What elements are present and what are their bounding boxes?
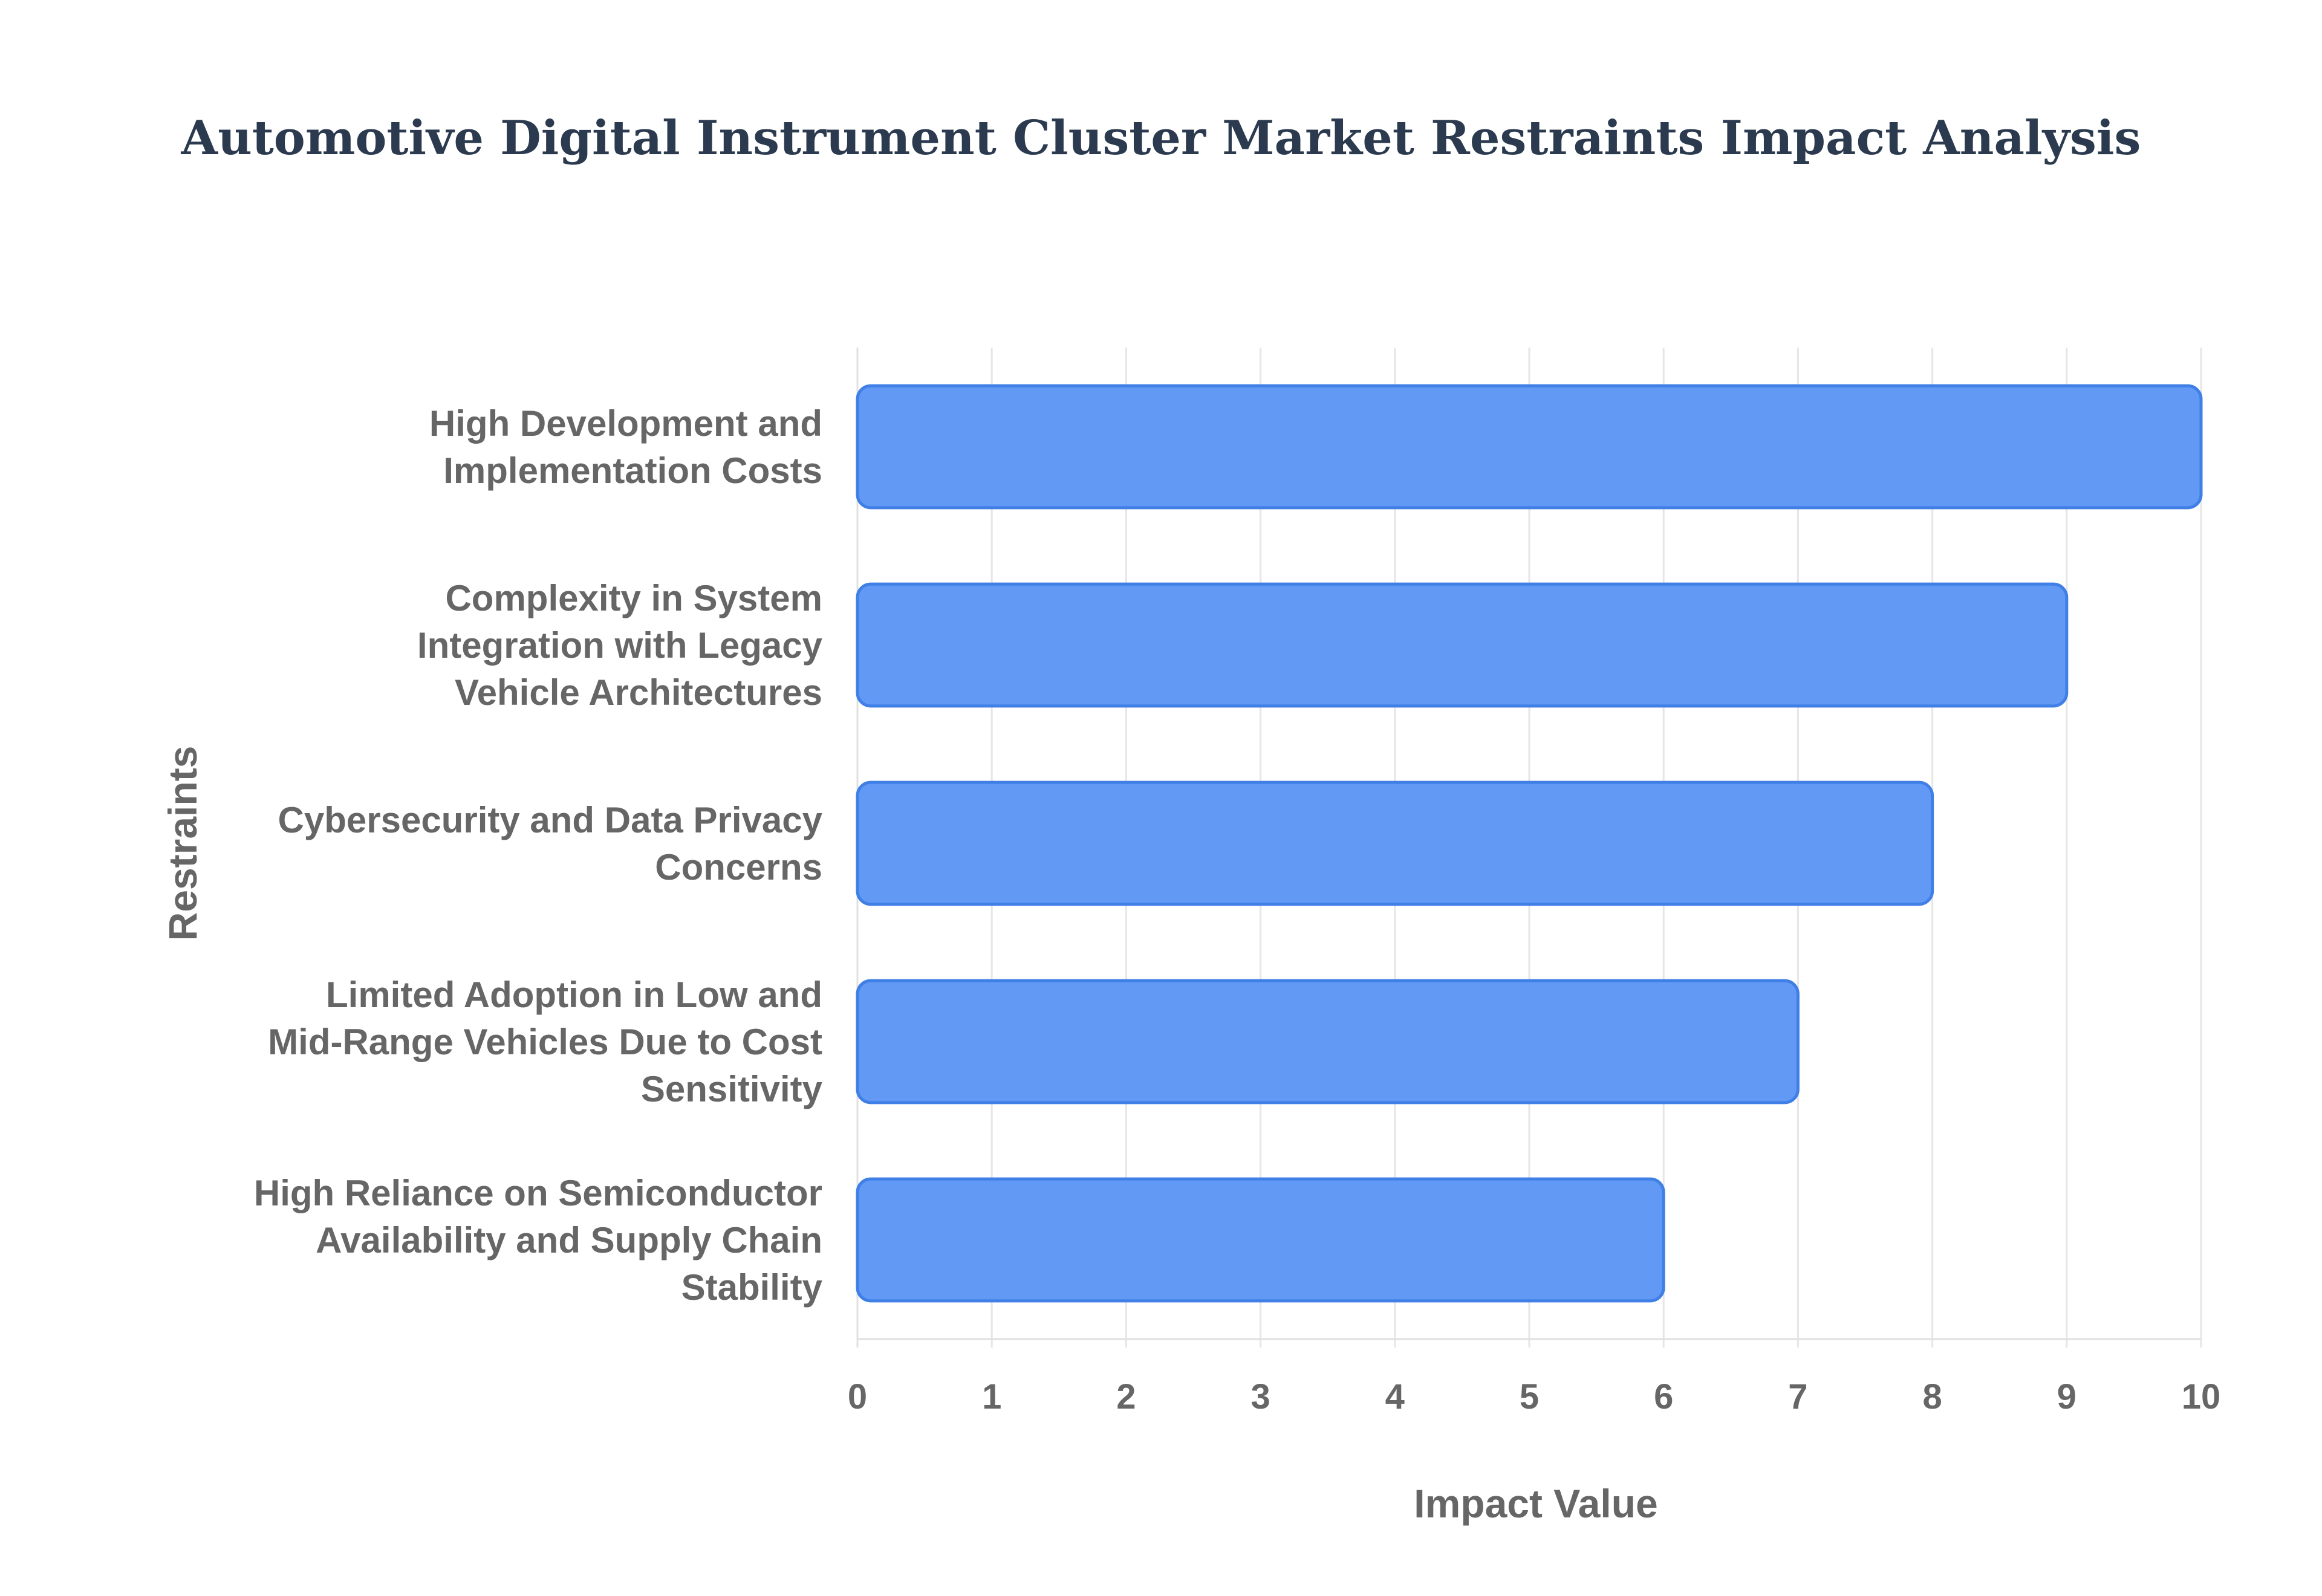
x-tick-label: 10: [2182, 1377, 2221, 1416]
x-tick-labels: 0 1 2 3 4 5 6 7 8 9 10: [848, 1377, 2220, 1416]
bar: [856, 1177, 1665, 1303]
category-label: Cybersecurity and Data Privacy Concerns: [278, 800, 823, 887]
x-tick-label: 9: [2057, 1377, 2076, 1416]
x-tick-label: 4: [1385, 1377, 1405, 1416]
bar: [856, 979, 1800, 1105]
y-axis-title: Restraints: [160, 746, 205, 941]
category-label: High Development and Implementation Costs: [429, 403, 822, 491]
bar: [856, 384, 2203, 510]
x-tick-label: 1: [982, 1377, 1001, 1416]
category-label: Complexity in System Integration with Leg…: [417, 578, 823, 713]
x-tick-label: 2: [1116, 1377, 1136, 1416]
bars: [856, 384, 2203, 1303]
chart-title: Automotive Digital Instrument Cluster Ma…: [181, 111, 2141, 166]
bar: [856, 780, 1934, 906]
category-label: High Reliance on Semiconductor Availabili…: [254, 1173, 823, 1308]
category-label: Limited Adoption in Low and Mid-Range Veh…: [268, 975, 822, 1109]
x-tick-label: 5: [1520, 1377, 1539, 1416]
x-axis-title: Impact Value: [1414, 1481, 1658, 1526]
bar: [856, 582, 2069, 708]
x-tick-label: 8: [1922, 1377, 1942, 1416]
x-tick-label: 7: [1788, 1377, 1807, 1416]
x-tick-label: 6: [1654, 1377, 1673, 1416]
x-tick-label: 3: [1250, 1377, 1270, 1416]
category-labels: High Development and Implementation Costs…: [254, 403, 823, 1308]
x-tick-label: 0: [848, 1377, 867, 1416]
